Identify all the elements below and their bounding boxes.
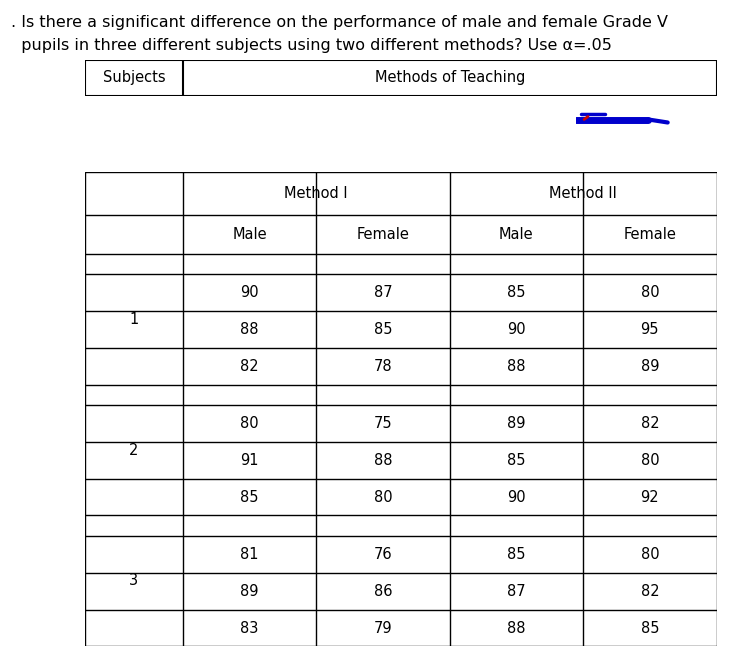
- Text: 88: 88: [507, 621, 525, 636]
- Text: 83: 83: [240, 621, 259, 636]
- Text: 88: 88: [374, 453, 392, 468]
- Text: 76: 76: [374, 547, 392, 562]
- Text: 85: 85: [507, 285, 525, 300]
- Text: 3: 3: [129, 573, 138, 589]
- Text: 90: 90: [240, 285, 259, 300]
- Text: 89: 89: [240, 583, 259, 599]
- Text: 86: 86: [374, 583, 392, 599]
- Text: 91: 91: [240, 453, 259, 468]
- Text: 82: 82: [240, 359, 259, 374]
- Text: 90: 90: [507, 322, 525, 337]
- Text: Female: Female: [356, 227, 409, 242]
- Text: 78: 78: [374, 359, 392, 374]
- Text: 85: 85: [641, 621, 659, 636]
- Text: 85: 85: [507, 547, 525, 562]
- Text: 92: 92: [641, 489, 659, 505]
- Text: . Is there a significant difference on the performance of male and female Grade : . Is there a significant difference on t…: [11, 15, 668, 30]
- Text: 75: 75: [374, 416, 392, 431]
- Text: 85: 85: [240, 489, 259, 505]
- Text: 90: 90: [507, 489, 525, 505]
- Text: Male: Male: [499, 227, 534, 242]
- Text: Method II: Method II: [549, 186, 617, 202]
- Text: 87: 87: [374, 285, 392, 300]
- Text: 79: 79: [374, 621, 392, 636]
- Text: 88: 88: [240, 322, 259, 337]
- Text: 80: 80: [641, 547, 659, 562]
- Text: 85: 85: [374, 322, 392, 337]
- Text: 80: 80: [240, 416, 259, 431]
- Text: 80: 80: [641, 285, 659, 300]
- Text: pupils in three different subjects using two different methods? Use α=.05: pupils in three different subjects using…: [11, 38, 612, 54]
- Text: Female: Female: [624, 227, 676, 242]
- Text: Method I: Method I: [285, 186, 348, 202]
- Text: 89: 89: [641, 359, 659, 374]
- Text: 80: 80: [374, 489, 392, 505]
- Text: 87: 87: [507, 583, 525, 599]
- Text: 82: 82: [641, 583, 659, 599]
- Text: 81: 81: [240, 547, 259, 562]
- Text: Male: Male: [232, 227, 267, 242]
- Text: Subjects: Subjects: [103, 70, 166, 86]
- Text: 95: 95: [641, 322, 659, 337]
- Text: 80: 80: [641, 453, 659, 468]
- Text: 89: 89: [507, 416, 525, 431]
- Text: 82: 82: [641, 416, 659, 431]
- Text: 85: 85: [507, 453, 525, 468]
- Text: 88: 88: [507, 359, 525, 374]
- Text: Methods of Teaching: Methods of Teaching: [375, 70, 525, 86]
- Text: 1: 1: [129, 312, 139, 327]
- Text: 2: 2: [129, 442, 139, 457]
